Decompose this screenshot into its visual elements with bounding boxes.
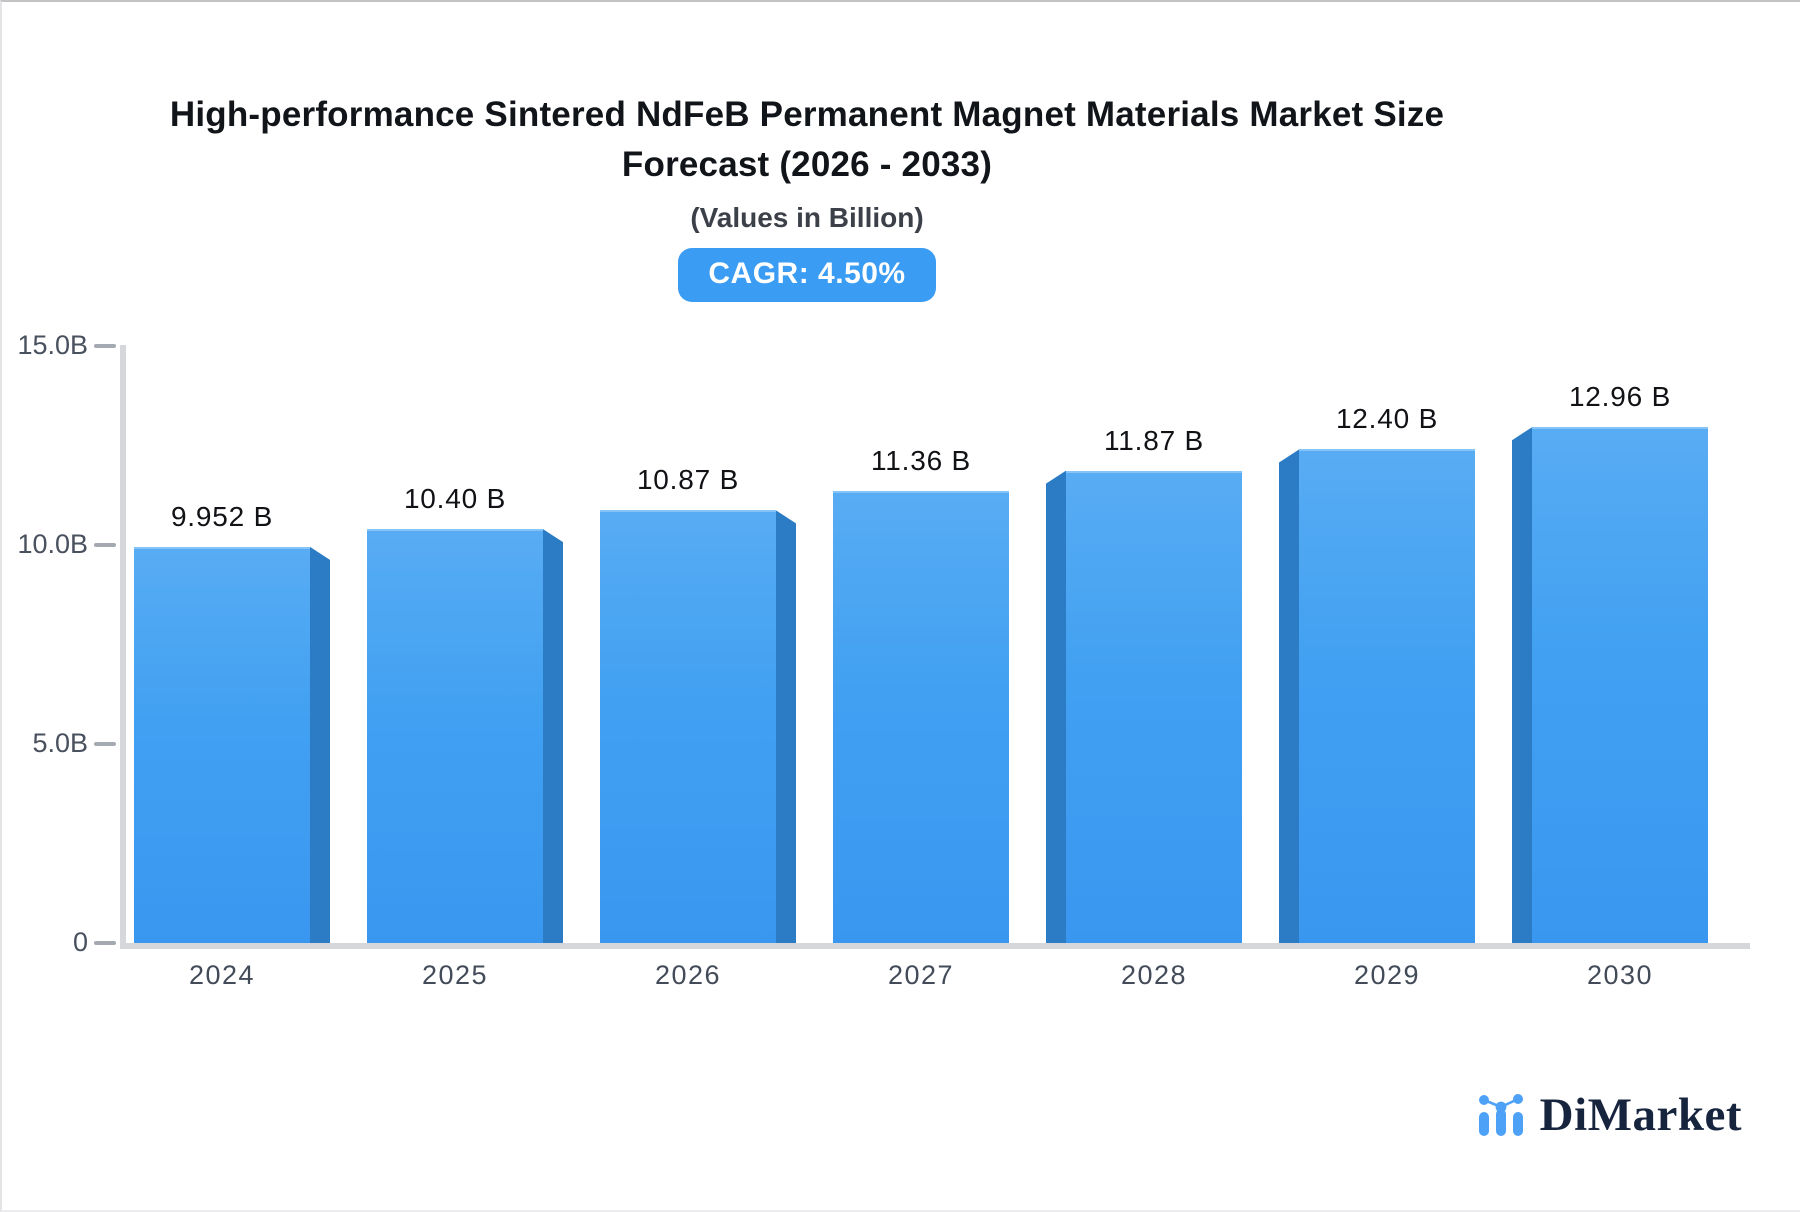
x-axis-label-2030: 2030 — [1586, 960, 1654, 990]
bar-side-face-2028 — [1046, 470, 1066, 943]
chart-subtitle: (Values in Billion) — [690, 202, 924, 233]
bar-2024 — [134, 546, 310, 943]
bar-value-label: 12.40 B — [1335, 403, 1439, 435]
cagr-badge: CAGR: 4.50% — [678, 248, 936, 302]
bar-side-face-2024 — [310, 546, 330, 943]
bar-2026 — [600, 510, 776, 943]
x-axis-label-2028: 2028 — [1120, 960, 1188, 990]
x-axis-label-2027: 2027 — [887, 960, 955, 990]
bar-2029 — [1299, 449, 1475, 943]
y-tick-label: 0 — [72, 927, 88, 957]
bar-value-label: 9.952 B — [170, 500, 274, 532]
y-tick-mark — [94, 941, 116, 945]
y-axis-line — [120, 345, 126, 949]
bar-2025 — [367, 529, 543, 943]
x-axis-label-2024: 2024 — [188, 960, 256, 990]
page-title: High-performance Sintered NdFeB Permanen… — [2, 90, 1612, 190]
bar-2028 — [1066, 470, 1242, 943]
y-tick-label: 10.0B — [17, 529, 88, 559]
bar-value-label: 10.40 B — [403, 483, 507, 515]
bar-side-face-2030 — [1512, 427, 1532, 943]
dimarket-logo: DiMarket — [1477, 1088, 1742, 1142]
title-line-1: High-performance Sintered NdFeB Permanen… — [169, 95, 1445, 134]
bar-2030 — [1532, 427, 1708, 943]
x-axis-line — [120, 943, 1750, 949]
x-axis-label-2026: 2026 — [654, 960, 722, 990]
bar-side-face-2029 — [1279, 449, 1299, 943]
chart-header: High-performance Sintered NdFeB Permanen… — [2, 90, 1612, 302]
title-line-2: Forecast (2026 - 2033) — [621, 145, 993, 184]
bar-value-label: 11.87 B — [1103, 424, 1205, 456]
bar-value-label: 10.87 B — [636, 464, 740, 496]
y-tick-mark — [94, 543, 116, 547]
bar-side-face-2025 — [543, 529, 563, 943]
x-axis-label-2029: 2029 — [1353, 960, 1421, 990]
y-tick-mark — [94, 742, 116, 746]
bar-value-label: 11.36 B — [870, 444, 972, 476]
x-axis-label-2025: 2025 — [421, 960, 489, 990]
bar-2027 — [833, 490, 1009, 943]
y-tick-label: 5.0B — [32, 728, 88, 758]
bar-side-face-2026 — [776, 510, 796, 943]
bar-line-chart-icon — [1478, 1094, 1523, 1136]
y-tick-mark — [94, 344, 116, 348]
y-tick-label: 15.0B — [17, 330, 88, 360]
logo-text: DiMarket — [1539, 1089, 1742, 1141]
bar-value-label: 12.96 B — [1568, 381, 1672, 413]
